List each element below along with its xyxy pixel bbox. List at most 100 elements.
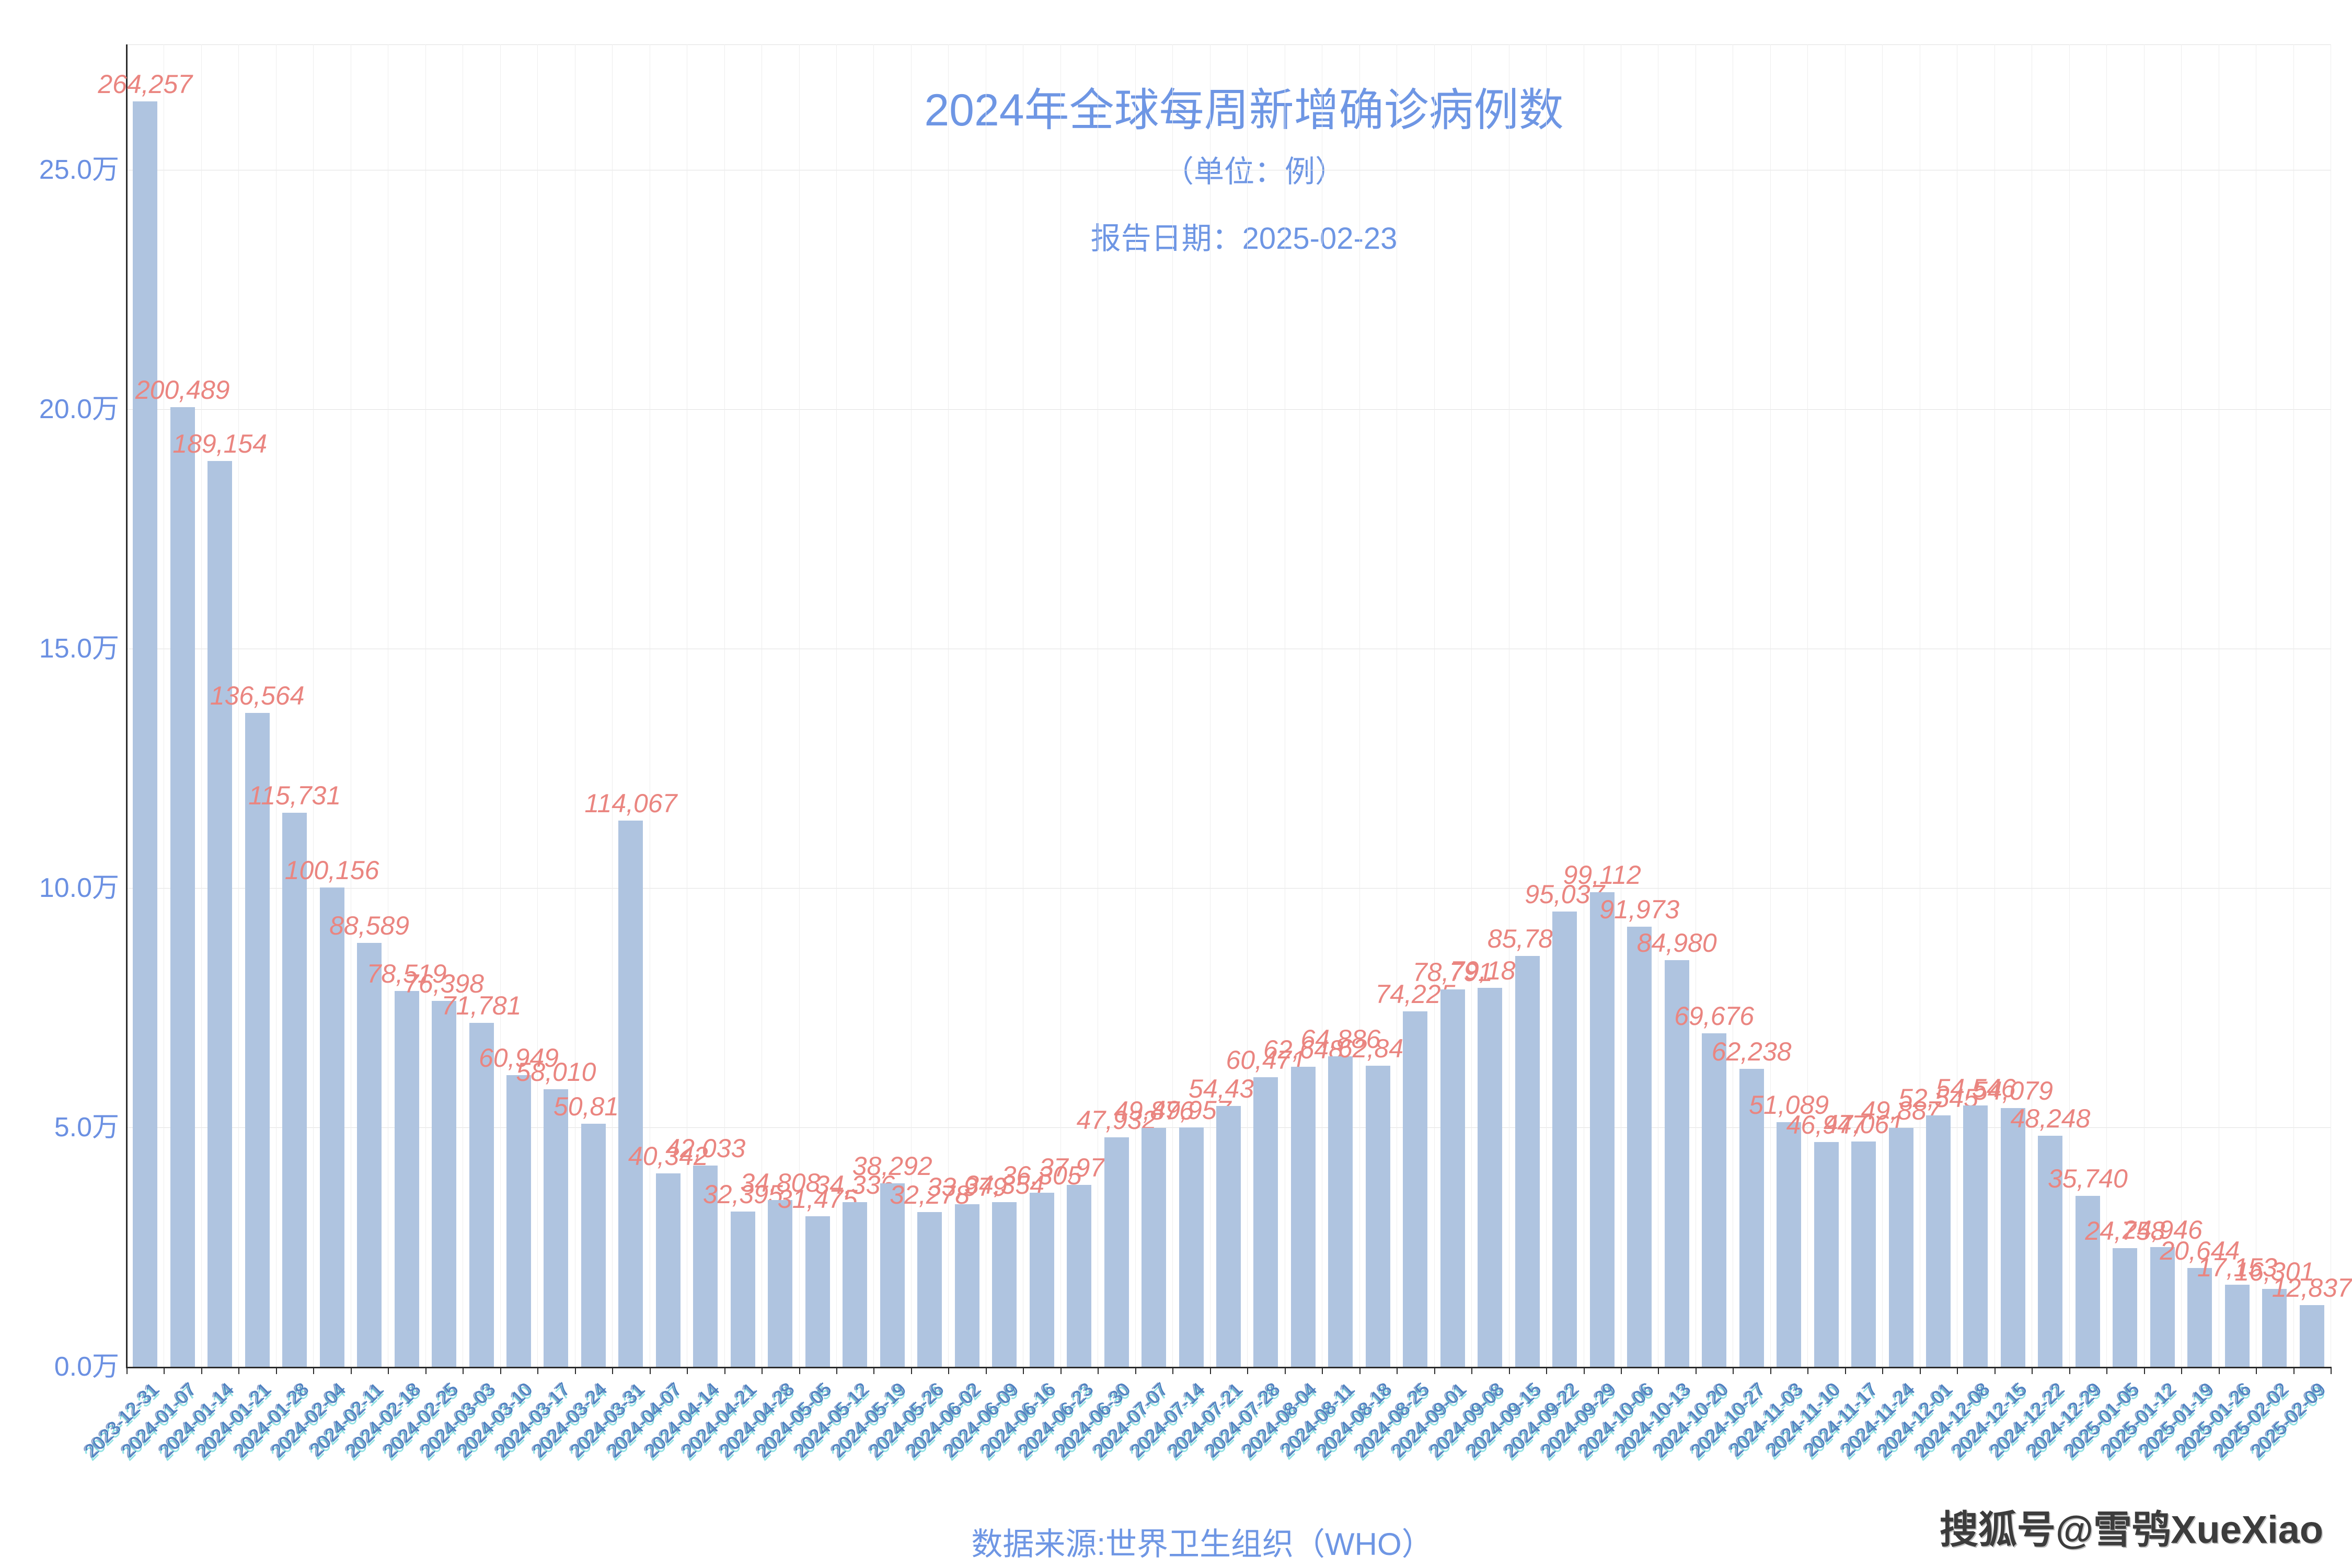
bar [2262, 1288, 2287, 1367]
bar [2000, 1108, 2025, 1367]
gridline-vertical [313, 44, 314, 1367]
gridline-vertical [1471, 44, 1472, 1367]
gridline-horizontal [126, 409, 2331, 410]
y-axis-label: 5.0万 [54, 1112, 119, 1143]
x-axis-tick [1844, 1367, 1846, 1374]
bar [1963, 1105, 1988, 1367]
x-axis-tick [2331, 1367, 2332, 1374]
bar [768, 1200, 793, 1367]
bar [245, 713, 270, 1367]
x-axis-tick [1546, 1367, 1548, 1374]
watermark: 搜狐号@雪鸮XueXiao [1939, 1508, 2323, 1551]
gridline-vertical [799, 44, 800, 1367]
x-axis-tick [1882, 1367, 1884, 1374]
gridline-vertical [2106, 44, 2107, 1367]
gridline-vertical [1434, 44, 1435, 1367]
x-axis-tick [1322, 1367, 1323, 1374]
y-axis-label: 20.0万 [39, 394, 119, 424]
gridline-vertical [201, 44, 202, 1367]
bar [1328, 1056, 1353, 1367]
bar [1029, 1193, 1054, 1367]
bar [1627, 926, 1652, 1367]
bar [394, 990, 419, 1367]
x-axis-tick [275, 1367, 277, 1374]
gridline-vertical [1844, 44, 1846, 1367]
bar-value-label: 91,973 [1599, 894, 1680, 924]
x-axis-tick [2069, 1367, 2070, 1374]
gridline-vertical [1060, 44, 1061, 1367]
x-axis-tick [1023, 1367, 1024, 1374]
bar-value-label: 38,292 [852, 1151, 932, 1181]
x-axis-tick [724, 1367, 725, 1374]
bar-value-label: 200,489 [135, 375, 230, 405]
bar [2150, 1247, 2175, 1367]
x-axis-tick [126, 1367, 128, 1374]
bar [207, 461, 233, 1367]
bar-value-label: 69,676 [1674, 1001, 1755, 1031]
x-axis-tick [2293, 1367, 2295, 1374]
x-axis-tick [649, 1367, 651, 1374]
bar-value-label: 32,278 [890, 1180, 970, 1210]
gridline-vertical [1135, 44, 1136, 1367]
bar [1440, 989, 1465, 1367]
x-axis-tick [910, 1367, 912, 1374]
gridline-vertical [910, 44, 912, 1367]
bar [133, 101, 158, 1367]
gridline-vertical [1172, 44, 1173, 1367]
bar [1664, 960, 1689, 1367]
bar [1179, 1127, 1204, 1367]
gridline-vertical [1807, 44, 1808, 1367]
bar [1142, 1128, 1167, 1367]
x-axis-tick [1919, 1367, 1921, 1374]
x-axis-tick [762, 1367, 763, 1374]
bar-value-label: 48,248 [2010, 1104, 2091, 1134]
x-axis-tick [1172, 1367, 1174, 1374]
bar [544, 1089, 569, 1367]
x-axis-tick [612, 1367, 614, 1374]
x-axis-tick [1733, 1367, 1734, 1374]
bar [581, 1123, 606, 1367]
x-axis-tick [313, 1367, 315, 1374]
bar-value-label: 17,153 [2197, 1252, 2277, 1282]
source-note: 数据来源:世界卫生组织（WHO） [971, 1527, 1433, 1562]
x-axis-tick [2256, 1367, 2257, 1374]
bar [1067, 1185, 1092, 1367]
bar [282, 812, 307, 1367]
y-axis-label: 15.0万 [39, 633, 119, 664]
bar-value-label: 51,089 [1749, 1090, 1829, 1120]
gridline-vertical [948, 44, 949, 1367]
bar [1515, 956, 1540, 1367]
x-axis-tick [1098, 1367, 1099, 1374]
x-axis-tick [574, 1367, 576, 1374]
gridline-vertical [2143, 44, 2145, 1367]
bar-value-label: 100,156 [284, 855, 379, 885]
x-axis-tick [873, 1367, 875, 1374]
bar [469, 1023, 494, 1367]
gridline-vertical [2181, 44, 2182, 1367]
x-axis-tick [1583, 1367, 1585, 1374]
x-axis-tick [2218, 1367, 2220, 1374]
bar-value-label: 33,979 [927, 1172, 1007, 1202]
gridline-vertical [425, 44, 426, 1367]
bar-value-label: 24,758 [2085, 1216, 2165, 1246]
plot-frame-top [126, 44, 2331, 45]
x-axis-tick [1508, 1367, 1510, 1374]
x-axis-line [126, 1367, 2331, 1368]
x-axis-tick [238, 1367, 240, 1374]
bar [1403, 1011, 1428, 1367]
bar [1216, 1106, 1241, 1367]
bar-value-label: 46,947 [1786, 1110, 1866, 1139]
x-axis-tick [2143, 1367, 2145, 1374]
x-axis-tick [985, 1367, 987, 1374]
bar [1290, 1067, 1316, 1367]
bar [1552, 912, 1577, 1367]
gridline-vertical [500, 44, 501, 1367]
bar [2187, 1267, 2212, 1367]
bar-value-label: 71,781 [441, 991, 522, 1021]
chart-report-date: 报告日期：2025-02-23 [1090, 222, 1398, 256]
bar [693, 1165, 718, 1367]
x-axis-tick [1247, 1367, 1249, 1374]
x-axis-tick [2181, 1367, 2183, 1374]
bar [2224, 1284, 2250, 1367]
bar-value-label: 84,980 [1636, 928, 1717, 958]
